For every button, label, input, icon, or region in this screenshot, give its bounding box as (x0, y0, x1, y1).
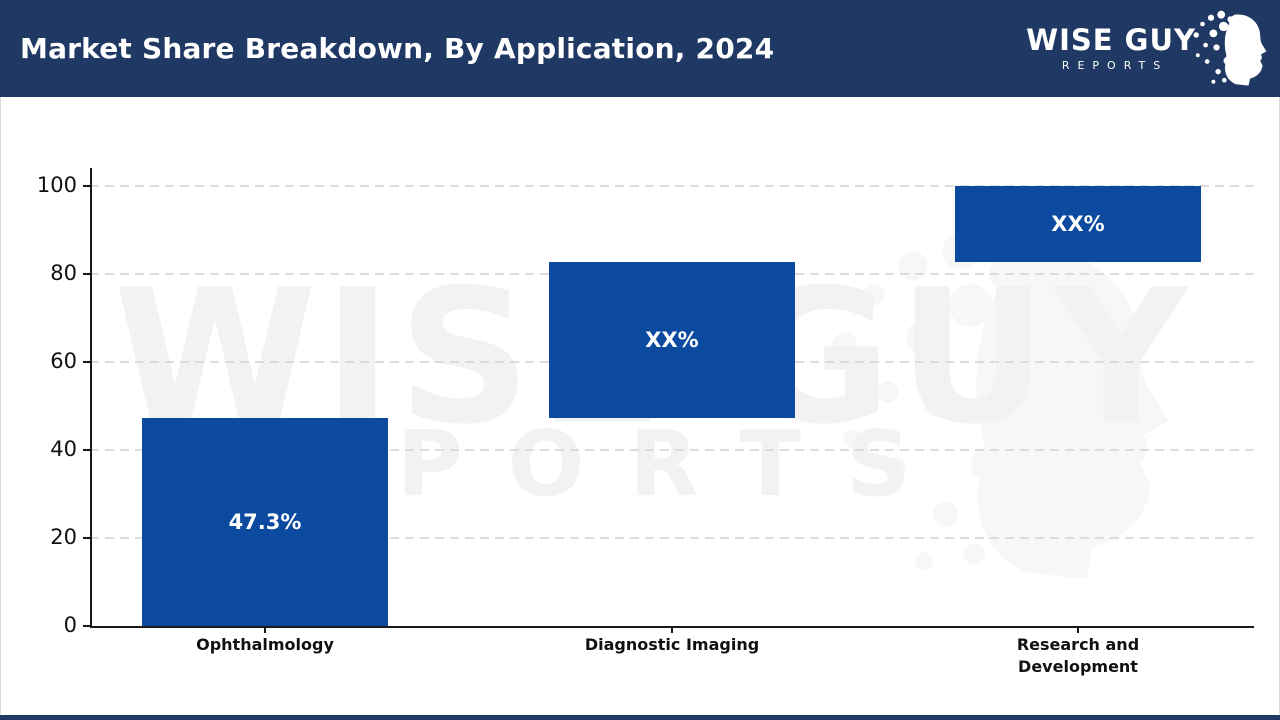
bar-value-label: 47.3% (228, 509, 302, 534)
gridline-40 (90, 449, 1254, 451)
y-tick-label-0: 0 (63, 613, 77, 637)
x-tick-mark (671, 626, 673, 633)
y-tick-mark-0 (83, 625, 90, 627)
y-tick-label-20: 20 (50, 525, 77, 549)
gridline-20 (90, 537, 1254, 539)
y-tick-mark-80 (83, 273, 90, 275)
logo-subtitle: REPORTS (1061, 59, 1169, 72)
footer-bar (0, 715, 1280, 720)
header-bar: Market Share Breakdown, By Application, … (0, 0, 1280, 97)
y-axis-line (90, 168, 92, 628)
y-tick-mark-100 (83, 185, 90, 187)
bar-value-label: XX% (645, 327, 699, 352)
logo-wordmark: WISE GUY (1026, 23, 1196, 57)
y-tick-label-80: 80 (50, 261, 77, 285)
chart-area: WISE GUY REPORTS 0 20 40 60 80 100 47.3% Ophtha… (0, 97, 1280, 715)
x-category-label: Research and Development (1016, 635, 1140, 676)
bar-segment: XX% (955, 186, 1201, 263)
x-tick-mark (1077, 626, 1079, 633)
logo-text: WISE GUY REPORTS (1026, 23, 1196, 73)
y-tick-mark-40 (83, 449, 90, 451)
gridline-100 (90, 185, 1254, 187)
watermark-face (832, 233, 1169, 580)
y-tick-label-60: 60 (50, 349, 77, 373)
bar-segment: 47.3% (142, 417, 388, 626)
bar-segment: XX% (549, 262, 795, 418)
x-category-label: Ophthalmology (196, 635, 334, 654)
page-title: Market Share Breakdown, By Application, … (20, 32, 775, 65)
y-tick-label-40: 40 (50, 437, 77, 461)
y-tick-mark-60 (83, 361, 90, 363)
logo-face-icon (1193, 10, 1267, 86)
x-category-label: Diagnostic Imaging (584, 635, 760, 654)
y-tick-label-100: 100 (36, 173, 77, 197)
bar-value-label: XX% (1051, 212, 1105, 237)
y-tick-mark-20 (83, 537, 90, 539)
x-tick-mark (264, 626, 266, 633)
wise-guy-logo: WISE GUY REPORTS (1026, 4, 1268, 94)
